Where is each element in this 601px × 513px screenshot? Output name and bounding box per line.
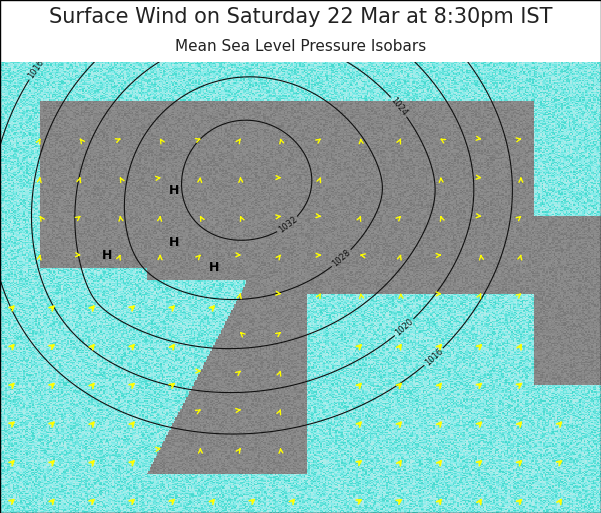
Text: H: H: [168, 235, 179, 249]
Text: Mean Sea Level Pressure Isobars: Mean Sea Level Pressure Isobars: [175, 38, 426, 54]
Text: 1020: 1020: [394, 317, 415, 338]
Text: 1028: 1028: [331, 248, 352, 269]
Text: H: H: [209, 262, 219, 274]
Text: 1032: 1032: [276, 215, 299, 235]
Text: 1016: 1016: [26, 58, 46, 81]
Text: 1024: 1024: [389, 96, 409, 118]
Text: H: H: [168, 184, 179, 197]
Text: H: H: [102, 248, 112, 262]
Text: 1016: 1016: [423, 346, 445, 367]
Text: Surface Wind on Saturday 22 Mar at 8:30pm IST: Surface Wind on Saturday 22 Mar at 8:30p…: [49, 7, 552, 27]
